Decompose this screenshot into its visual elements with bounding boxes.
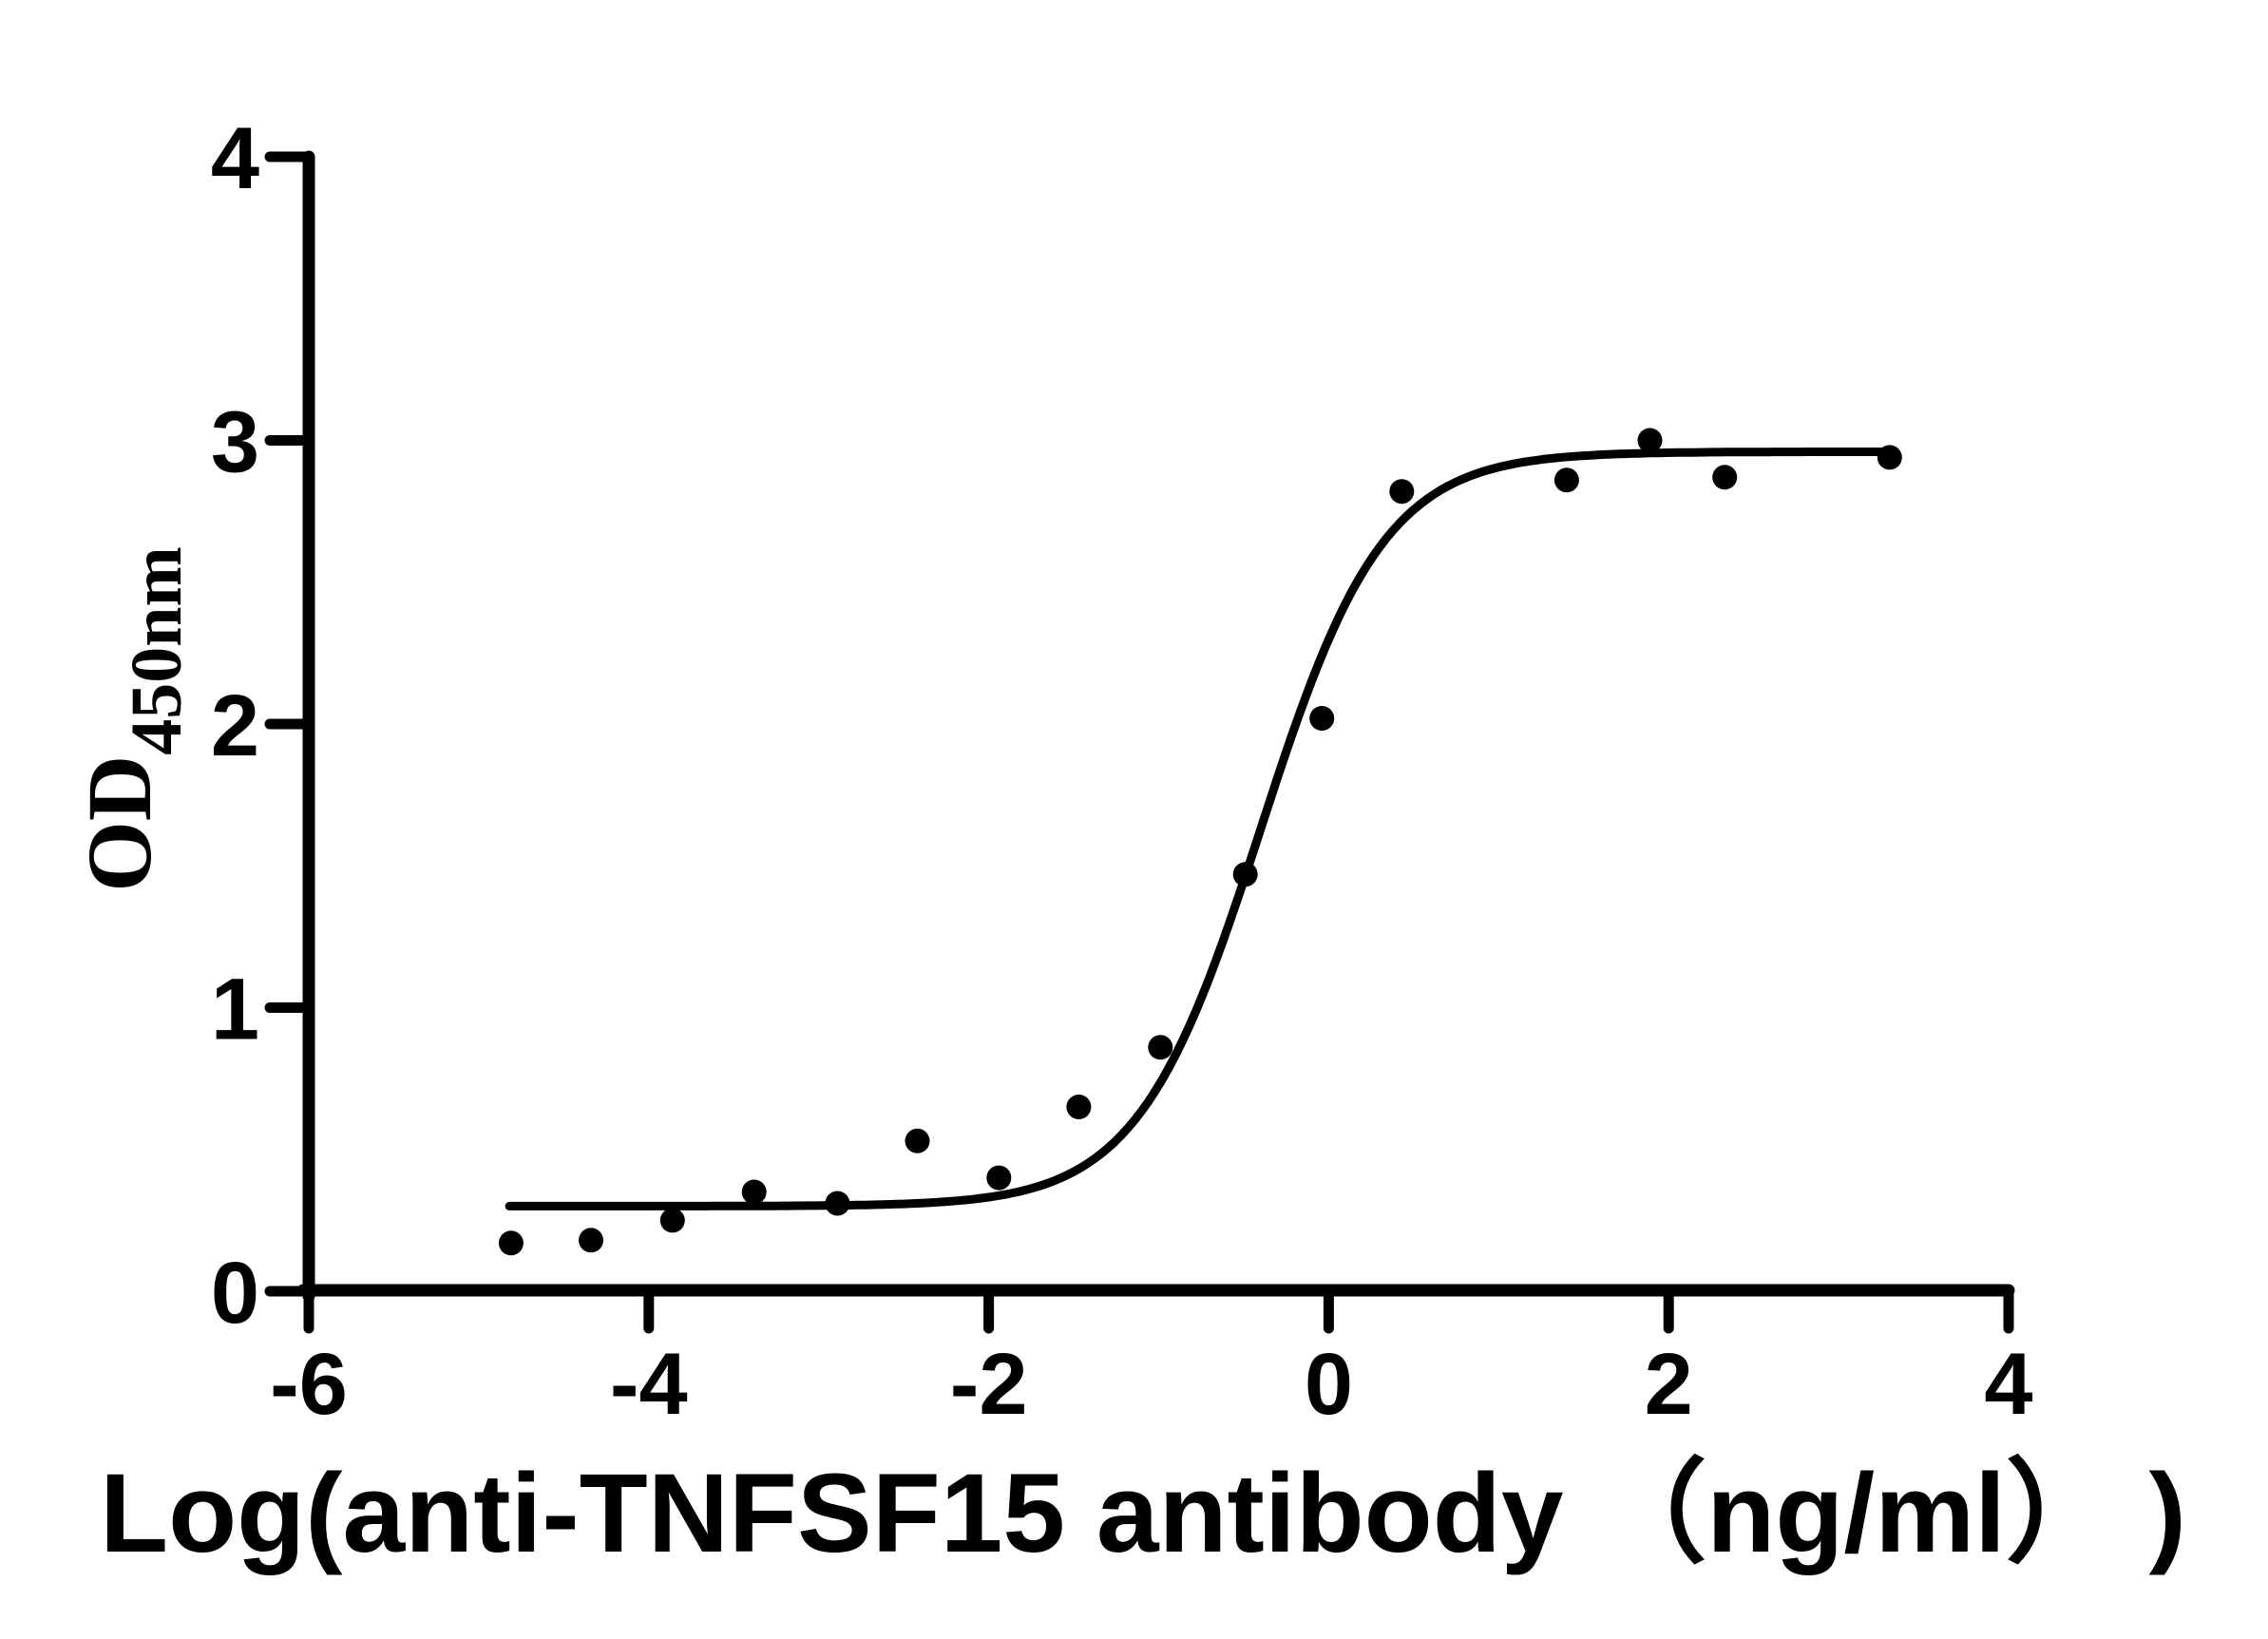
- tick-labels-layer: 0 1 2 3 4 -6 -4 -2 0 2 4: [211, 110, 2033, 1433]
- x-tick-label: 4: [1984, 1336, 2032, 1433]
- y-tick-label: 1: [211, 962, 259, 1058]
- data-point: [1389, 479, 1415, 505]
- y-axis-title-subscript: 450nm: [117, 546, 197, 755]
- data-point: [659, 1208, 685, 1233]
- axes-layer: [264, 150, 2015, 1334]
- y-tick-label: 0: [211, 1245, 259, 1342]
- x-tick-label: -2: [950, 1336, 1028, 1433]
- data-point: [825, 1191, 850, 1216]
- data-point: [1553, 467, 1579, 493]
- x-tick-label: -4: [610, 1336, 688, 1433]
- data-point: [1148, 1035, 1173, 1060]
- fit-curve: [505, 448, 1895, 1210]
- data-point: [1637, 428, 1663, 453]
- data-point: [498, 1230, 524, 1256]
- x-tick-label: -6: [270, 1336, 348, 1433]
- data-point: [1066, 1095, 1092, 1119]
- y-axis-title-main: OD: [68, 755, 170, 892]
- data-point: [741, 1179, 767, 1205]
- data-point: [1712, 465, 1738, 490]
- data-point: [579, 1228, 603, 1253]
- x-axis-title: Log(anti-TNFSF15 antibody （ng/ml） ): [100, 1451, 2186, 1576]
- y-tick-label: 4: [211, 110, 259, 207]
- y-tick-label: 3: [211, 394, 259, 491]
- data-point: [1232, 862, 1258, 887]
- plot-layer: [498, 428, 1902, 1256]
- data-point: [1309, 706, 1335, 731]
- y-tick-label: 2: [211, 677, 259, 774]
- x-tick-label: 0: [1305, 1336, 1353, 1433]
- data-point: [1877, 445, 1902, 470]
- data-point: [905, 1128, 930, 1153]
- data-point: [986, 1165, 1012, 1191]
- x-tick-label: 2: [1645, 1336, 1693, 1433]
- y-axis-title: OD450nm: [68, 546, 197, 892]
